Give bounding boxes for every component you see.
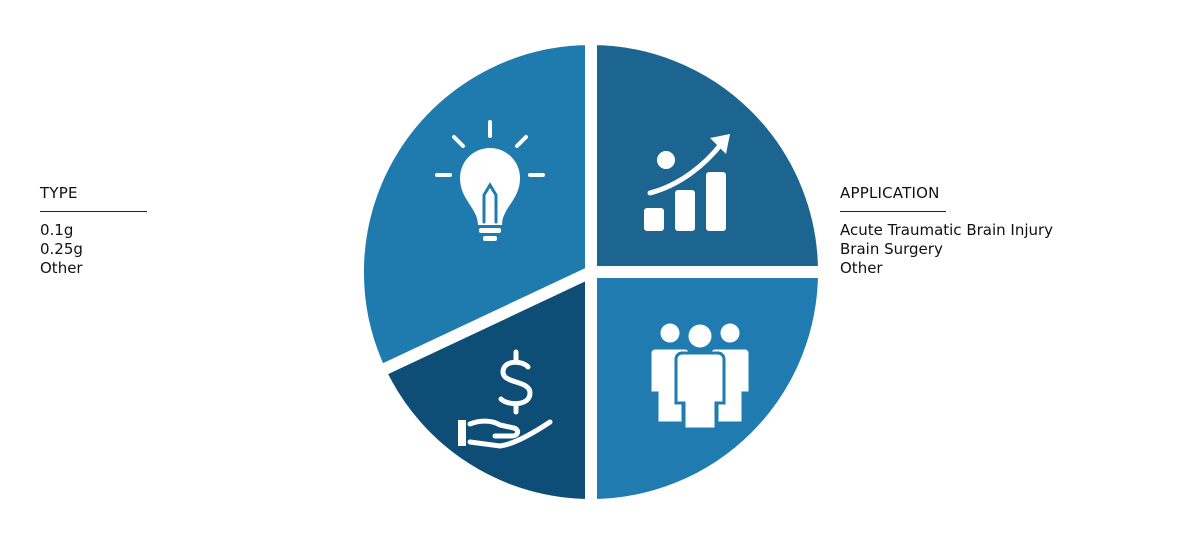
application-legend: APPLICATION Acute Traumatic Brain Injury…	[840, 184, 1053, 278]
application-item: Other	[840, 259, 883, 277]
dollar-hand-icon	[458, 349, 553, 449]
application-legend-title: APPLICATION	[840, 184, 940, 202]
pie-segment-bottom-left	[372, 262, 597, 512]
type-item: 0.1g	[40, 221, 74, 239]
type-item: Other	[40, 259, 83, 277]
type-legend-title: TYPE	[40, 184, 78, 202]
application-item: Acute Traumatic Brain Injury	[840, 221, 1054, 239]
lightbulb-icon	[435, 120, 545, 241]
chart-growth-icon	[644, 134, 730, 231]
type-legend: TYPE 0.1g 0.25g Other	[40, 184, 147, 278]
type-item: 0.25g	[40, 240, 83, 258]
divider	[40, 211, 147, 212]
pie-segment-top-right	[585, 32, 831, 278]
divider	[840, 211, 946, 212]
application-item: Brain Surgery	[840, 240, 943, 258]
people-group-icon	[648, 320, 752, 431]
